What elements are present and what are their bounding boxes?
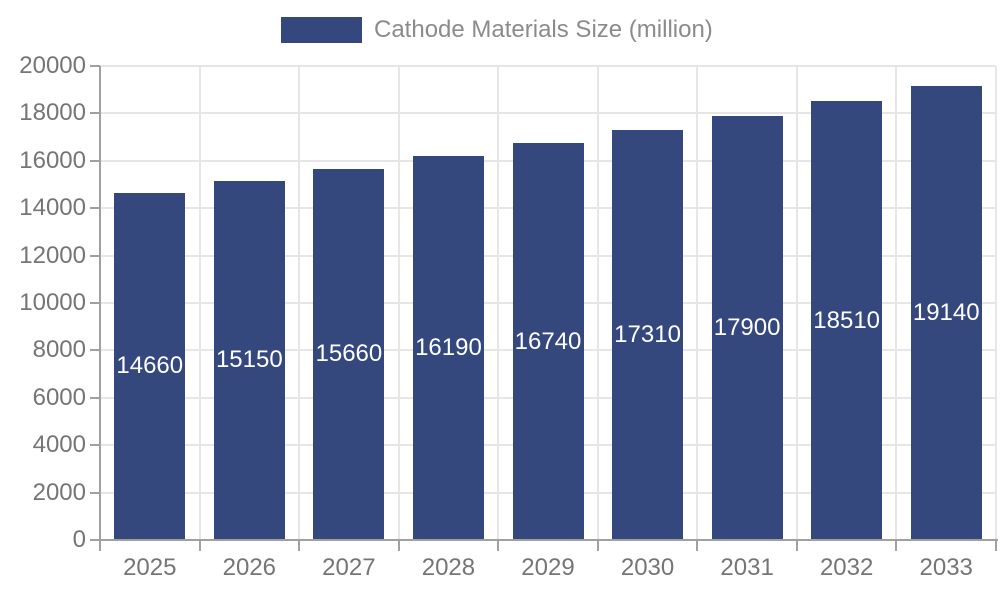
y-axis-label: 4000 [32, 431, 86, 459]
legend-swatch [281, 17, 362, 43]
y-tick [90, 491, 100, 494]
bar-value-label: 19140 [912, 299, 980, 327]
bar[interactable]: 14660 [114, 192, 186, 540]
x-tick [397, 540, 400, 551]
v-gridline [497, 66, 500, 540]
v-gridline [298, 66, 301, 540]
x-axis-label: 2026 [222, 554, 277, 581]
v-gridline [596, 66, 599, 540]
bar-value-label: 17310 [614, 320, 681, 348]
bar-value-label: 16190 [415, 334, 482, 362]
y-axis-label: 12000 [19, 241, 86, 269]
y-tick [90, 65, 100, 67]
x-axis-label: 2028 [421, 554, 476, 581]
bar-value-label: 14660 [116, 352, 184, 380]
h-gridline [100, 112, 996, 115]
x-tick [99, 540, 101, 551]
x-axis-label: 2031 [720, 554, 774, 581]
h-gridline [100, 65, 996, 67]
y-tick [90, 349, 100, 352]
y-tick [90, 159, 100, 162]
bar-value-label: 15660 [315, 340, 383, 368]
y-axis-label: 20000 [19, 52, 86, 79]
x-axis-label: 2032 [819, 554, 874, 581]
bar[interactable]: 17310 [612, 129, 684, 540]
x-axis-label: 2029 [521, 554, 575, 581]
y-tick [90, 112, 100, 115]
y-axis-label: 2000 [32, 478, 86, 506]
bar[interactable]: 18510 [811, 101, 883, 540]
y-axis-label: 14000 [19, 194, 86, 222]
bar[interactable]: 16190 [412, 156, 484, 540]
legend-label: Cathode Materials Size (million) [374, 16, 713, 43]
v-gridline [895, 66, 898, 540]
y-tick [90, 396, 100, 399]
bar[interactable]: 15150 [213, 180, 285, 540]
x-axis-line [99, 539, 998, 541]
v-gridline [198, 66, 201, 540]
y-tick [90, 254, 100, 257]
v-gridline [397, 66, 400, 540]
y-axis-label: 0 [72, 526, 86, 553]
x-tick [596, 540, 599, 551]
y-tick [90, 539, 100, 541]
bar[interactable]: 19140 [910, 86, 982, 540]
bar-value-label: 18510 [813, 306, 881, 334]
bar-value-label: 16740 [514, 327, 582, 355]
bar[interactable]: 17900 [711, 115, 783, 540]
x-tick [795, 540, 798, 551]
y-axis-label: 8000 [32, 336, 86, 364]
v-gridline [696, 66, 699, 540]
x-axis-label: 2025 [123, 554, 177, 581]
v-gridline [995, 66, 997, 540]
bar[interactable]: 16740 [512, 143, 584, 540]
y-axis-label: 6000 [32, 383, 86, 411]
v-gridline [795, 66, 798, 540]
x-axis-label: 2027 [322, 554, 376, 581]
y-tick [90, 302, 100, 304]
x-axis-label: 2033 [919, 554, 973, 581]
x-tick [895, 540, 898, 551]
x-tick [995, 540, 997, 551]
y-axis-line [99, 66, 101, 540]
bar-value-label: 17900 [713, 313, 781, 341]
bar-value-label: 15150 [215, 346, 283, 374]
y-axis-label: 10000 [19, 289, 86, 316]
x-tick [198, 540, 201, 551]
y-tick [90, 444, 100, 447]
y-tick [90, 207, 100, 210]
x-axis-label: 2030 [620, 554, 675, 581]
x-tick [696, 540, 699, 551]
x-tick [497, 540, 500, 551]
bar[interactable]: 15660 [313, 168, 385, 540]
y-axis-label: 16000 [19, 146, 86, 174]
legend-item[interactable]: Cathode Materials Size (million) [281, 16, 713, 44]
y-axis-label: 18000 [19, 99, 86, 127]
x-tick [298, 540, 301, 551]
